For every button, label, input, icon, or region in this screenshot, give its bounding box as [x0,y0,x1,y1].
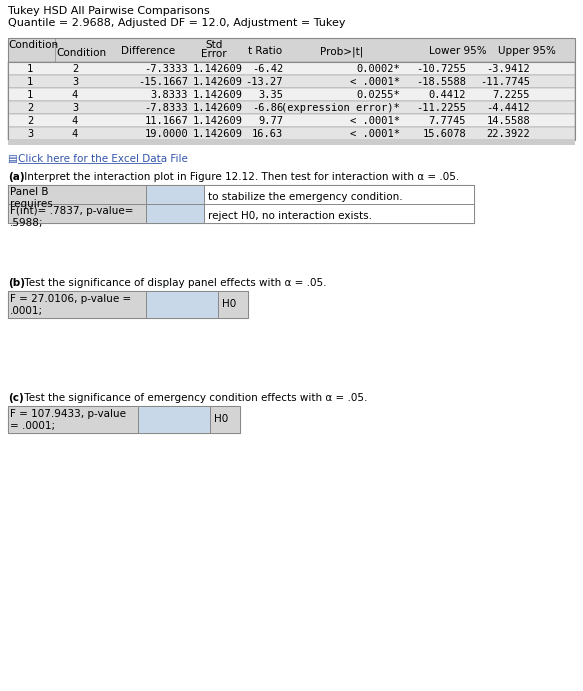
Text: 0.0002*: 0.0002* [356,64,400,74]
Text: Test the significance of emergency condition effects with α = .05.: Test the significance of emergency condi… [21,393,367,403]
Text: -6.86: -6.86 [252,103,283,113]
Text: 2: 2 [72,64,78,74]
Text: 3: 3 [27,129,33,139]
Text: -11.2255: -11.2255 [416,103,466,113]
Bar [8,406,240,433]
Bar [8,291,146,318]
Bar [8,62,575,140]
Text: 1: 1 [27,77,33,87]
Text: 9.77: 9.77 [258,116,283,126]
Text: -4.4412: -4.4412 [486,103,530,113]
Text: 2: 2 [27,116,33,126]
Text: Std: Std [205,40,223,50]
Text: 15.6078: 15.6078 [422,129,466,139]
Text: (c): (c) [8,393,24,403]
Text: (expression error)*: (expression error)* [281,103,400,113]
Text: 1: 1 [27,64,33,74]
Text: Prob>|t|: Prob>|t| [320,46,364,57]
Bar [8,185,146,223]
Bar [8,38,575,62]
Text: -15.1667: -15.1667 [138,77,188,87]
Text: (a): (a) [8,172,24,182]
Text: 1.142609: 1.142609 [193,77,243,87]
Text: Error: Error [201,49,227,59]
Bar [8,406,138,433]
Text: (b): (b) [8,278,25,288]
Text: 16.63: 16.63 [252,129,283,139]
Text: -6.42: -6.42 [252,64,283,74]
Text: Panel B
requires: Panel B requires [10,187,52,209]
Bar [8,140,575,145]
Bar [8,291,248,318]
Text: 7.2255: 7.2255 [493,90,530,100]
Text: 1.142609: 1.142609 [193,129,243,139]
Text: H0: H0 [214,414,229,424]
Text: 3: 3 [72,77,78,87]
Text: Tukey HSD All Pairwise Comparisons: Tukey HSD All Pairwise Comparisons [8,6,210,16]
Text: -7.8333: -7.8333 [144,103,188,113]
Bar [8,75,575,88]
Text: 3.8333: 3.8333 [150,90,188,100]
Text: Lower 95%: Lower 95% [429,46,487,56]
Text: Click here for the Excel Data File: Click here for the Excel Data File [18,154,188,164]
Text: -10.7255: -10.7255 [416,64,466,74]
Text: reject H0, no interaction exists.: reject H0, no interaction exists. [208,211,372,221]
Text: -3.9412: -3.9412 [486,64,530,74]
Bar [204,185,474,223]
Text: F = 27.0106, p-value =
.0001;: F = 27.0106, p-value = .0001; [10,294,131,316]
Text: F(int)= .7837, p-value=
.5988;: F(int)= .7837, p-value= .5988; [10,206,134,227]
Bar [8,101,575,114]
Text: -18.5588: -18.5588 [416,77,466,87]
Text: 1.142609: 1.142609 [193,90,243,100]
Text: Condition: Condition [56,48,106,58]
Text: 4: 4 [72,129,78,139]
Text: 22.3922: 22.3922 [486,129,530,139]
Text: 0.0255*: 0.0255* [356,90,400,100]
Text: t Ratio: t Ratio [248,46,282,56]
Text: 1.142609: 1.142609 [193,64,243,74]
Text: Test the significance of display panel effects with α = .05.: Test the significance of display panel e… [21,278,326,288]
Text: 0.4412: 0.4412 [429,90,466,100]
Bar [138,406,210,433]
Bar [210,406,240,433]
Text: 3.35: 3.35 [258,90,283,100]
Bar [218,291,248,318]
Bar [8,127,575,140]
Text: -11.7745: -11.7745 [480,77,530,87]
Text: -: - [54,40,57,49]
Bar [8,62,575,75]
Text: ▤: ▤ [8,154,21,164]
Text: 14.5588: 14.5588 [486,116,530,126]
Text: to stabilize the emergency condition.: to stabilize the emergency condition. [208,192,403,202]
Text: 3: 3 [72,103,78,113]
Text: Quantile = 2.9688, Adjusted DF = 12.0, Adjustment = Tukey: Quantile = 2.9688, Adjusted DF = 12.0, A… [8,18,346,28]
Text: F = 107.9433, p-value
= .0001;: F = 107.9433, p-value = .0001; [10,409,126,430]
Text: 1.142609: 1.142609 [193,103,243,113]
Text: 4: 4 [72,116,78,126]
Text: Upper 95%: Upper 95% [498,46,556,56]
Bar [146,185,204,223]
Text: 2: 2 [27,103,33,113]
Text: Condition: Condition [8,40,58,50]
Text: 4: 4 [72,90,78,100]
Bar [8,114,575,127]
Text: Interpret the interaction plot in Figure 12.12. Then test for interaction with α: Interpret the interaction plot in Figure… [21,172,459,182]
Bar [8,88,575,101]
Text: 19.0000: 19.0000 [144,129,188,139]
Bar [8,185,474,223]
Text: < .0001*: < .0001* [350,116,400,126]
Text: 11.1667: 11.1667 [144,116,188,126]
Text: -13.27: -13.27 [245,77,283,87]
Text: 1: 1 [27,90,33,100]
Text: H0: H0 [222,299,236,309]
Text: -7.3333: -7.3333 [144,64,188,74]
Text: < .0001*: < .0001* [350,77,400,87]
Text: < .0001*: < .0001* [350,129,400,139]
Text: 7.7745: 7.7745 [429,116,466,126]
Text: 1.142609: 1.142609 [193,116,243,126]
Text: Difference: Difference [121,46,175,56]
Bar [146,291,218,318]
